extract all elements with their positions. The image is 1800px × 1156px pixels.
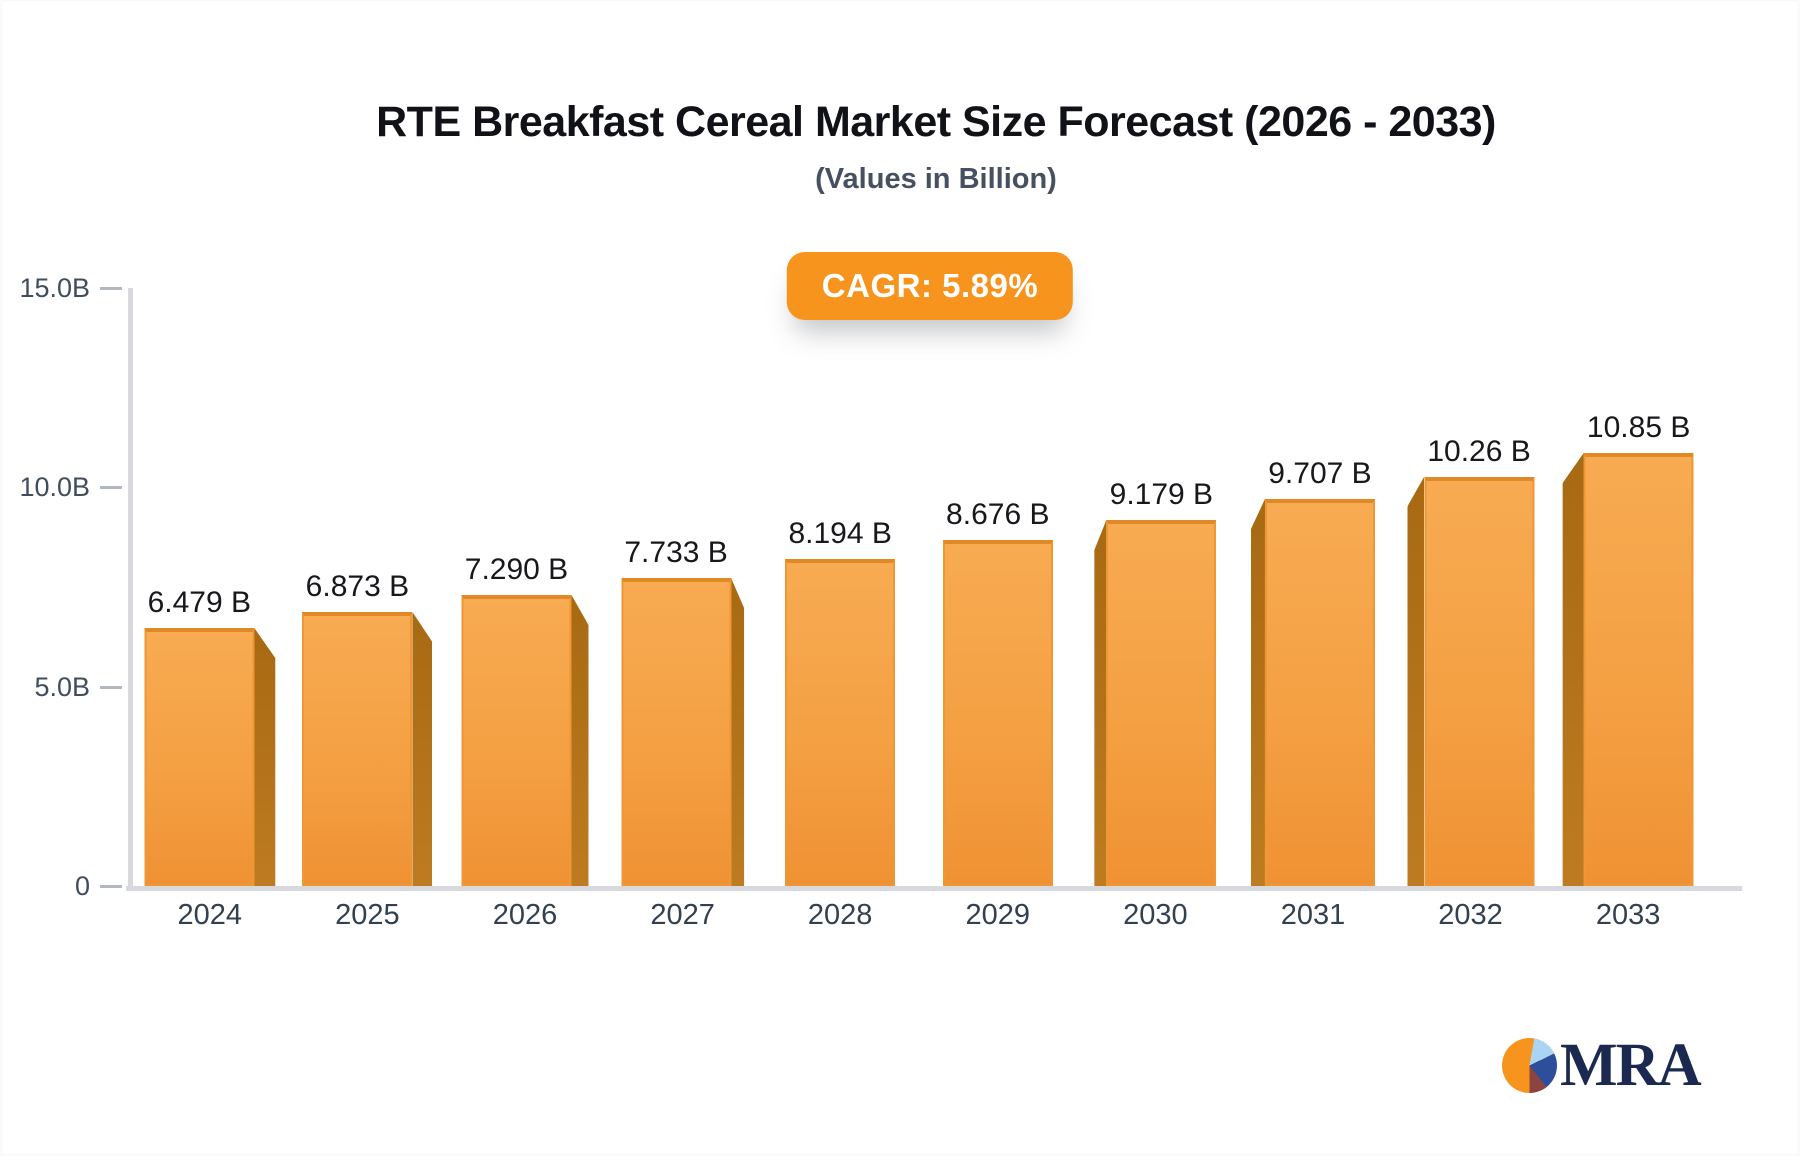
bar-slot: 10.85 B 2033 xyxy=(1549,288,1707,931)
bar-slot: 10.26 B 2032 xyxy=(1392,288,1550,931)
bar-slot: 6.873 B 2025 xyxy=(289,288,447,931)
bar-side-face xyxy=(571,595,589,886)
bar-side-face xyxy=(1094,520,1107,886)
bar-slot: 7.733 B 2027 xyxy=(604,288,762,931)
bar-face: 6.479 B xyxy=(144,586,255,886)
chart-subtitle: (Values in Billion) xyxy=(815,163,1057,195)
x-axis-label: 2027 xyxy=(650,899,715,931)
x-axis-label: 2033 xyxy=(1595,899,1661,931)
y-tick-label: 0 xyxy=(74,871,90,901)
y-axis-line xyxy=(128,288,133,890)
bar-2028[interactable]: 8.194 B xyxy=(785,517,896,886)
bar-2027[interactable]: 7.733 B xyxy=(621,536,745,886)
bar-slot: 9.707 B 2031 xyxy=(1234,288,1392,931)
bar-side-face xyxy=(1562,453,1584,886)
bar-2024[interactable]: 6.479 B xyxy=(144,586,276,886)
chart-title: RTE Breakfast Cereal Market Size Forecas… xyxy=(376,98,1496,146)
x-axis-label: 2029 xyxy=(965,899,1031,931)
bar-face: 7.290 B xyxy=(461,553,572,886)
bar-2029[interactable]: 8.676 B xyxy=(942,498,1053,886)
x-axis-label: 2031 xyxy=(1280,899,1346,931)
bar-side-face xyxy=(412,612,433,886)
y-tick-mark xyxy=(100,885,122,888)
y-tick-mark xyxy=(100,287,122,290)
bar-face: 8.676 B xyxy=(942,498,1053,886)
bar-2030[interactable]: 9.179 B xyxy=(1094,478,1217,886)
bar-slot: 6.479 B 2024 xyxy=(131,288,289,931)
bar-2025[interactable]: 6.873 B xyxy=(302,570,433,886)
x-axis-label: 2028 xyxy=(807,899,873,931)
bar-value-label: 7.733 B xyxy=(624,536,728,569)
bar-value-label: 8.676 B xyxy=(946,498,1050,531)
x-axis-label: 2024 xyxy=(177,899,243,931)
pie-chart-logo-icon xyxy=(1502,1037,1557,1093)
bar-face: 6.873 B xyxy=(302,570,413,886)
mra-logo: MRA xyxy=(1502,1031,1702,1099)
bar-value-label: 7.290 B xyxy=(464,553,569,586)
y-tick-label: 15.0B xyxy=(19,273,90,303)
y-tick-label: 5.0B xyxy=(34,671,90,702)
plot-area: 6.479 B 2024 6.873 B 2025 7.290 B 2026 7.733 B… xyxy=(131,288,1707,931)
bar-slot: 8.676 B 2029 xyxy=(919,288,1077,931)
bar-face: 10.26 B xyxy=(1424,435,1535,886)
y-tick-mark xyxy=(100,685,122,689)
bar-value-label: 9.179 B xyxy=(1109,478,1214,511)
x-axis-label: 2025 xyxy=(335,899,400,931)
bar-face: 7.733 B xyxy=(621,536,732,886)
cagr-badge: CAGR: 5.89% xyxy=(786,252,1074,320)
bar-value-label: 8.194 B xyxy=(788,517,892,550)
bar-side-face xyxy=(731,578,745,886)
bar-face: 8.194 B xyxy=(785,517,896,886)
bar-slot: 8.194 B 2028 xyxy=(761,288,919,931)
bar-2032[interactable]: 10.26 B xyxy=(1407,435,1535,886)
bar-value-label: 9.707 B xyxy=(1268,457,1372,490)
bar-value-label: 6.873 B xyxy=(305,570,410,603)
y-tick-label: 10.0B xyxy=(19,472,90,503)
bar-slot: 7.290 B 2026 xyxy=(446,288,604,931)
x-axis-label: 2032 xyxy=(1438,899,1503,931)
bar-2026[interactable]: 7.290 B xyxy=(461,553,589,886)
x-axis-label: 2030 xyxy=(1123,899,1188,931)
y-tick-mark xyxy=(100,486,122,490)
bar-side-face xyxy=(1250,499,1265,886)
logo-text: MRA xyxy=(1560,1031,1702,1099)
bar-value-label: 6.479 B xyxy=(147,586,252,619)
x-axis-label: 2026 xyxy=(492,899,558,931)
bar-value-label: 10.26 B xyxy=(1427,435,1531,468)
bar-face: 9.179 B xyxy=(1106,478,1217,886)
bar-side-face xyxy=(254,628,276,886)
bar-side-face xyxy=(1407,477,1425,886)
bar-2031[interactable]: 9.707 B xyxy=(1250,457,1375,886)
bar-value-label: 10.85 B xyxy=(1586,411,1691,444)
bar-face: 9.707 B xyxy=(1264,457,1375,886)
bar-face: 10.85 B xyxy=(1583,411,1694,886)
bar-slot: 9.179 B 2030 xyxy=(1077,288,1235,931)
bar-2033[interactable]: 10.85 B xyxy=(1562,411,1694,886)
x-axis-line xyxy=(126,886,1742,891)
